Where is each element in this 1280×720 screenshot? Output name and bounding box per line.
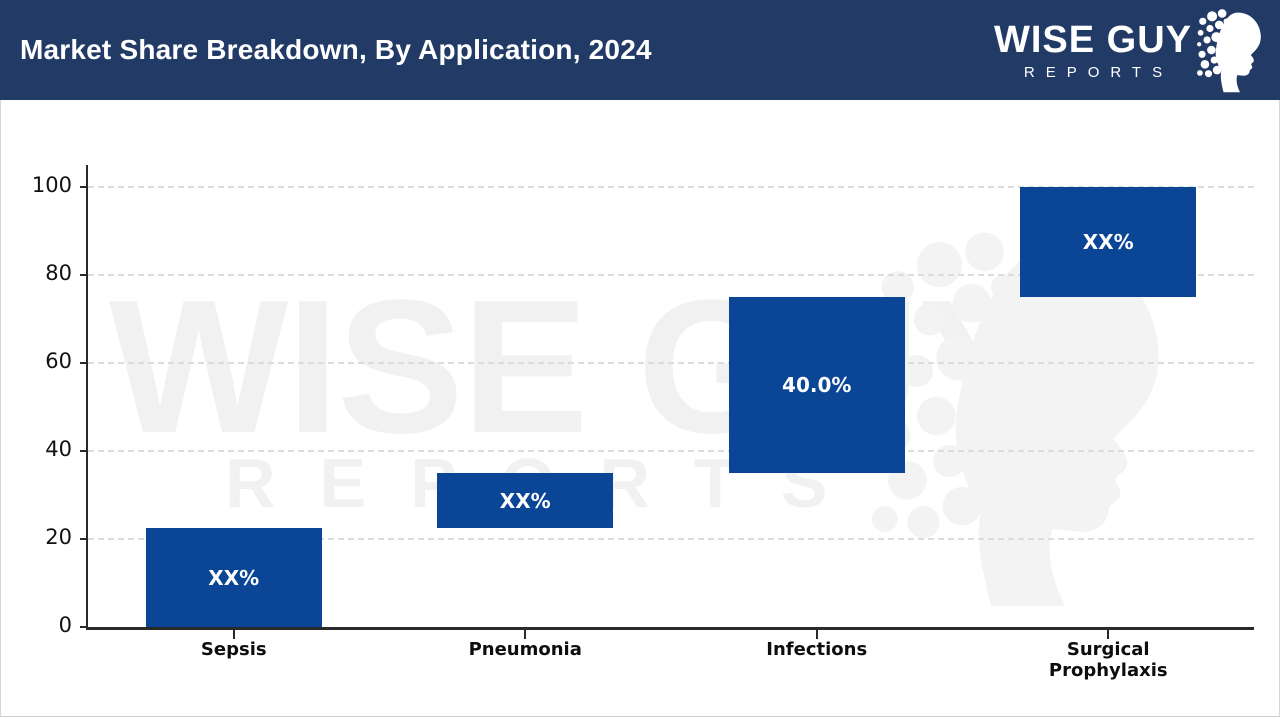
bar-segment-pneumonia: XX% [437, 473, 614, 528]
y-tick-label: 0 [58, 613, 72, 637]
y-gridline [88, 274, 1254, 276]
chart-canvas: WISE GUY REPORTS 020406080100XX%SepsisXX… [0, 100, 1280, 717]
y-tick-mark [80, 450, 88, 452]
x-category-label-sepsis: Sepsis [88, 639, 380, 661]
x-category-label-text: Sepsis [200, 639, 267, 660]
x-category-label-text: Infections [766, 639, 868, 660]
bar-segment-sepsis: XX% [145, 528, 322, 627]
y-gridline [88, 362, 1254, 364]
y-tick-label: 80 [45, 261, 72, 285]
x-tick-mark [1107, 630, 1110, 639]
y-gridline [88, 186, 1254, 188]
x-axis [86, 627, 1254, 630]
brand-name-text: WISE GUY [993, 18, 1192, 61]
y-tick-label: 40 [45, 437, 72, 461]
x-tick-mark [815, 630, 818, 639]
header-bar: Market Share Breakdown, By Application, … [0, 0, 1280, 100]
x-category-label-text: Pneumonia [468, 639, 582, 660]
y-gridline [88, 450, 1254, 452]
y-axis [86, 165, 88, 630]
bar-value-label: XX% [208, 565, 260, 590]
x-tick-mark [232, 630, 235, 639]
brand-logo: WISE GUY REPORTS [994, 7, 1266, 93]
x-category-label-surgical-prophylaxis: Surgical Prophylaxis [963, 639, 1255, 681]
y-tick-label: 60 [45, 349, 72, 373]
y-tick-mark [80, 186, 88, 188]
bar-value-label: XX% [499, 488, 551, 513]
x-category-label-pneumonia: Pneumonia [380, 639, 672, 661]
brand-reports-text: REPORTS [1023, 63, 1174, 81]
bar-value-label: 40.0% [782, 373, 852, 397]
brand-wordmark: WISE GUY REPORTS [994, 21, 1192, 80]
y-tick-mark [80, 362, 88, 364]
y-gridline [88, 538, 1254, 540]
x-category-label-text: Surgical Prophylaxis [1048, 639, 1168, 681]
bar-value-label: XX% [1082, 230, 1134, 254]
plot-area: 0 20 40 60 80 100 XX% Sepsis XX% Pneumonia 40.0% In… [1, 100, 1279, 716]
bar-segment-infections: 40.0% [728, 297, 905, 473]
x-tick-mark [524, 630, 527, 639]
y-tick-label: 100 [31, 173, 72, 197]
page-title: Market Share Breakdown, By Application, … [20, 34, 652, 65]
x-category-label-infections: Infections [671, 639, 963, 661]
y-tick-label: 20 [45, 525, 72, 549]
y-tick-mark [80, 626, 88, 628]
bar-segment-surgical-prophylaxis: XX% [1020, 187, 1197, 297]
y-tick-mark [80, 538, 88, 540]
brand-face-icon [1197, 9, 1261, 93]
y-tick-mark [80, 274, 88, 276]
